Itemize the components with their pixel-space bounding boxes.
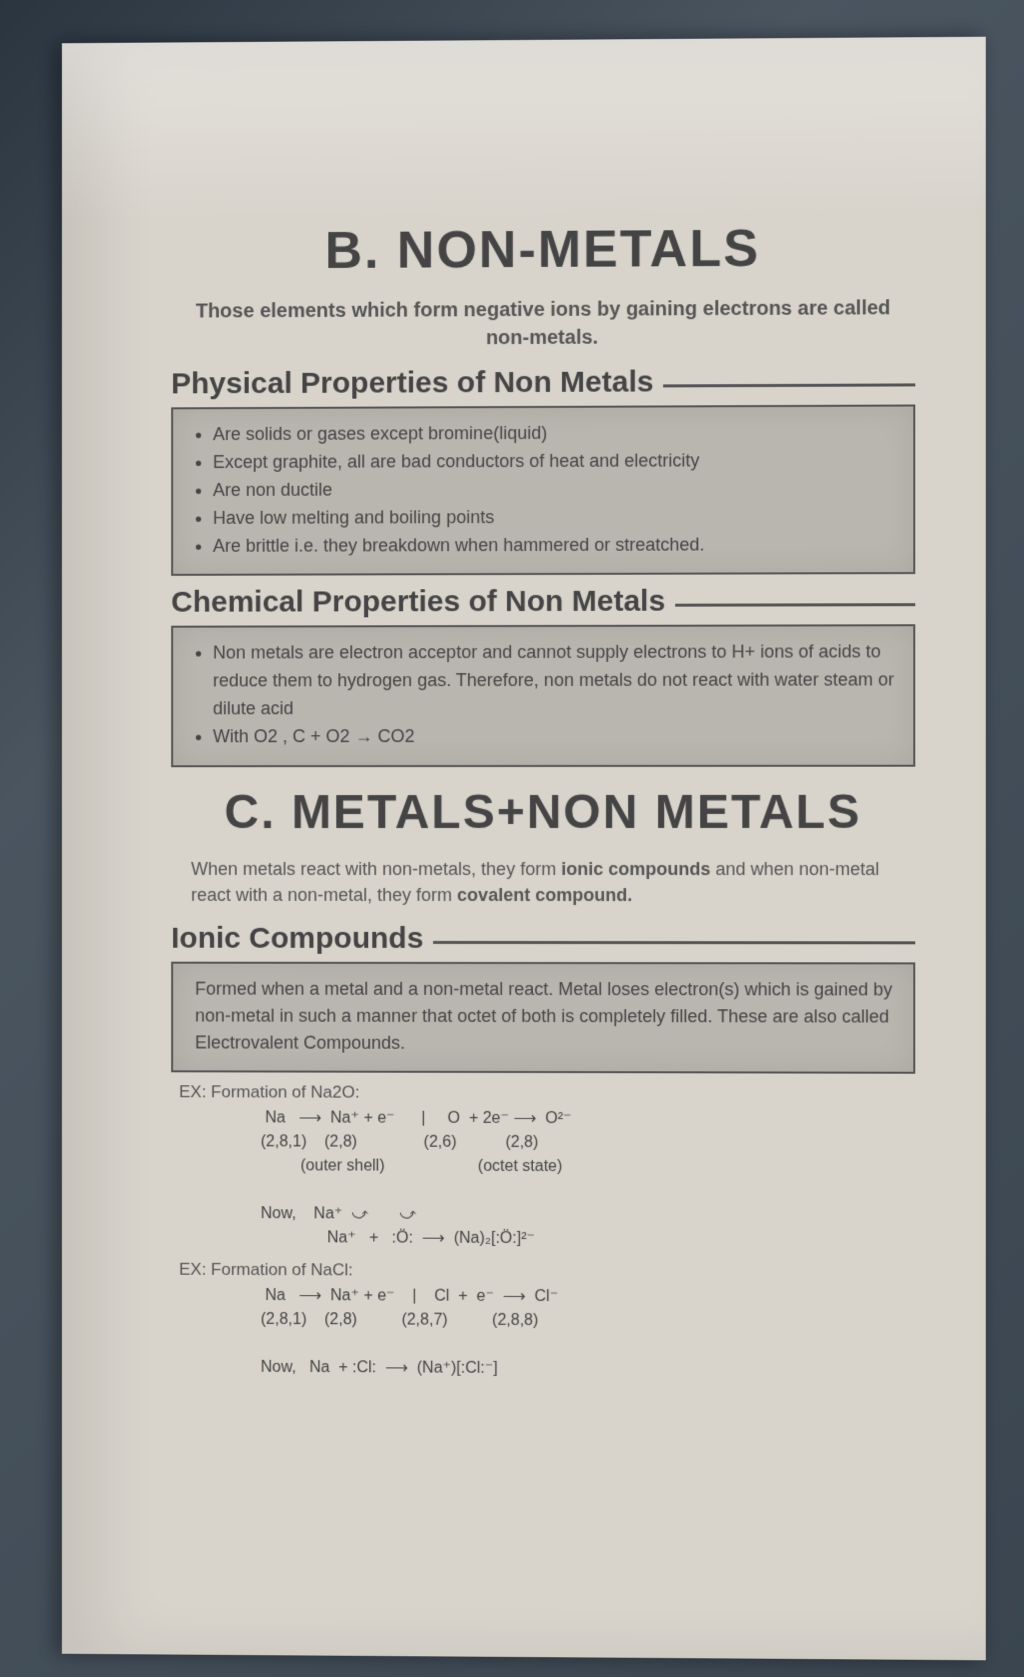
list-item: Are non ductile <box>195 475 895 505</box>
example-1-label: EX: Formation of Na2O: <box>179 1083 915 1105</box>
chemical-properties-box: Non metals are electron acceptor and can… <box>171 625 915 768</box>
section-c-intro: When metals react with non-metals, they … <box>191 856 895 908</box>
list-item: Non metals are electron acceptor and can… <box>195 639 895 724</box>
physical-properties-heading: Physical Properties of Non Metals <box>171 364 915 401</box>
chemical-list: Non metals are electron acceptor and can… <box>195 639 895 752</box>
list-item: Are solids or gases except bromine(liqui… <box>195 419 895 449</box>
chemical-properties-heading: Chemical Properties of Non Metals <box>171 585 915 621</box>
example-2-label: EX: Formation of NaCl: <box>179 1260 915 1283</box>
intro-part-a: When metals react with non-metals, they … <box>191 859 561 879</box>
list-item: Except graphite, all are bad conductors … <box>195 447 895 477</box>
heading-rule <box>675 603 915 607</box>
ionic-box-text: Formed when a metal and a non-metal reac… <box>195 976 895 1058</box>
heading-rule <box>664 383 916 387</box>
example-1-equations: Na ⟶ Na⁺ + e⁻ | O + 2e⁻ ⟶ O²⁻ (2,8,1) (2… <box>261 1107 916 1253</box>
heading-rule <box>433 941 915 944</box>
section-b-intro: Those elements which form negative ions … <box>171 294 915 353</box>
ionic-title-text: Ionic Compounds <box>171 922 423 956</box>
section-b-heading: B. NON-METALS <box>171 218 915 282</box>
chemical-title-text: Chemical Properties of Non Metals <box>171 585 665 620</box>
physical-properties-box: Are solids or gases except bromine(liqui… <box>171 404 915 576</box>
section-c-heading: C. METALS+NON METALS <box>171 785 915 840</box>
ionic-compounds-heading: Ionic Compounds <box>171 922 915 957</box>
list-item: Have low melting and boiling points <box>195 503 895 533</box>
document-page: B. NON-METALS Those elements which form … <box>62 37 986 1661</box>
ionic-compounds-box: Formed when a metal and a non-metal reac… <box>171 962 915 1074</box>
list-item: With O2 , C + O2 → CO2 <box>195 723 895 752</box>
physical-list: Are solids or gases except bromine(liqui… <box>195 419 895 561</box>
intro-bold-1: ionic compounds <box>561 859 710 879</box>
example-2-equations: Na ⟶ Na⁺ + e⁻ | Cl + e⁻ ⟶ Cl⁻ (2,8,1) (2… <box>261 1284 916 1383</box>
physical-title-text: Physical Properties of Non Metals <box>171 365 653 401</box>
list-item: Are brittle i.e. they breakdown when ham… <box>195 531 895 561</box>
intro-bold-2: covalent compound. <box>457 885 632 905</box>
